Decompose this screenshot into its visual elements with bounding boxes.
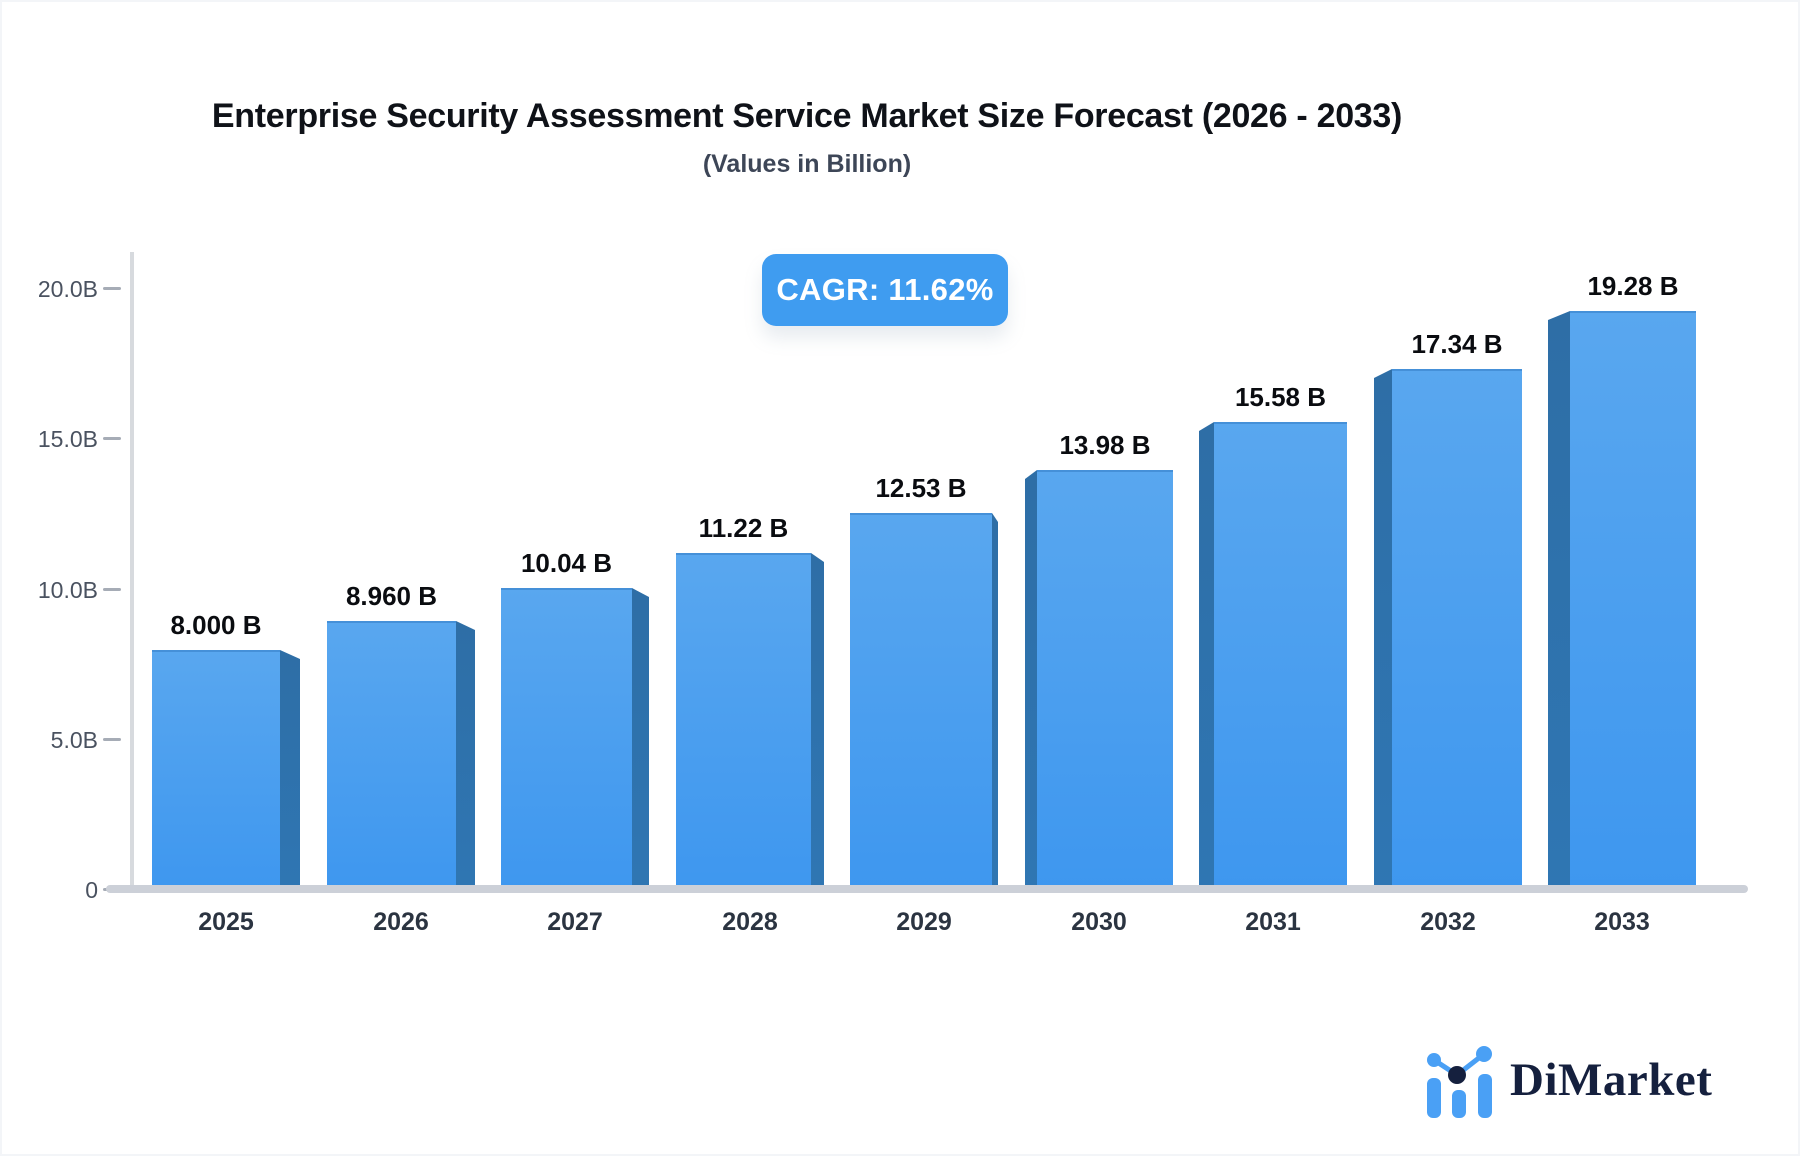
- dimarket-logo-icon: [1427, 1046, 1492, 1118]
- x-tick-label: 2028: [722, 908, 778, 936]
- bar-side-face: [1025, 470, 1037, 890]
- bar-face: [1037, 470, 1173, 890]
- x-tick-label: 2027: [547, 908, 603, 936]
- bar-face: [850, 513, 992, 890]
- y-tick-label: 10.0B: [37, 576, 98, 603]
- x-tick-label: 2029: [896, 908, 952, 936]
- bar-value-label: 15.58 B: [1234, 382, 1327, 412]
- bar-side-face: [456, 621, 475, 890]
- bar-side-face: [1374, 369, 1392, 890]
- bar-side-face: [280, 650, 300, 890]
- cagr-badge: CAGR: 11.62%: [762, 254, 1008, 326]
- x-tick-label: 2033: [1594, 908, 1650, 936]
- bar-side-face: [632, 588, 649, 890]
- bar-value-label: 10.04 B: [520, 548, 613, 578]
- bar-value-label: 8.000 B: [170, 610, 262, 640]
- bar-face: [1392, 369, 1522, 890]
- bar-face: [1570, 311, 1696, 890]
- bar-side-face: [811, 553, 824, 890]
- y-tick-label: 5.0B: [50, 726, 98, 753]
- brand-logo: DiMarket: [1424, 1042, 1712, 1118]
- bar-2029: [850, 513, 998, 890]
- bar-face: [501, 588, 632, 890]
- x-tick-label: 2030: [1071, 908, 1127, 936]
- bar-2033: [1548, 311, 1696, 890]
- bar-face: [152, 650, 280, 890]
- x-tick-label: 2031: [1245, 908, 1301, 936]
- bar-value-label: 19.28 B: [1587, 271, 1679, 301]
- bar-side-face: [992, 513, 998, 890]
- bar-side-face: [1548, 311, 1570, 890]
- cagr-badge-label: CAGR: 11.62%: [776, 272, 994, 307]
- bar-face: [1214, 422, 1347, 890]
- bar-value-label: 13.98 B: [1059, 430, 1151, 460]
- bar-2026: [327, 621, 475, 890]
- bar-2030: [1025, 470, 1173, 890]
- bar-face: [676, 553, 811, 890]
- bar-face: [327, 621, 456, 890]
- y-tick-label: 0: [85, 877, 98, 903]
- y-axis-line: [130, 252, 134, 892]
- y-tick-dash: [103, 287, 121, 290]
- bar-value-label: 12.53 B: [875, 473, 967, 503]
- chart-title: Enterprise Security Assessment Service M…: [211, 97, 1403, 135]
- x-tick-label: 2032: [1420, 908, 1476, 936]
- x-tick-label: 2026: [373, 908, 429, 936]
- brand-name: DiMarket: [1510, 1054, 1713, 1106]
- bar-2032: [1374, 369, 1522, 890]
- x-axis-baseline: [106, 885, 1748, 893]
- bar-value-label: 11.22 B: [698, 513, 789, 543]
- bar-2025: [152, 650, 300, 890]
- x-tick-label: 2025: [198, 908, 254, 936]
- y-tick-dash: [103, 587, 121, 591]
- y-tick-dash: [103, 737, 121, 741]
- bar-2027: [501, 588, 649, 890]
- bar-value-label: 17.34 B: [1411, 329, 1503, 359]
- bar-value-label: 8.960 B: [345, 581, 438, 611]
- y-tick-label: 15.0B: [37, 426, 98, 453]
- bar-side-face: [1199, 422, 1214, 890]
- bar-2028: [676, 553, 824, 890]
- y-tick-dash: [103, 437, 121, 441]
- bar-2031: [1199, 422, 1347, 890]
- chart-subtitle: (Values in Billion): [702, 150, 912, 178]
- y-tick-label: 20.0B: [37, 276, 98, 302]
